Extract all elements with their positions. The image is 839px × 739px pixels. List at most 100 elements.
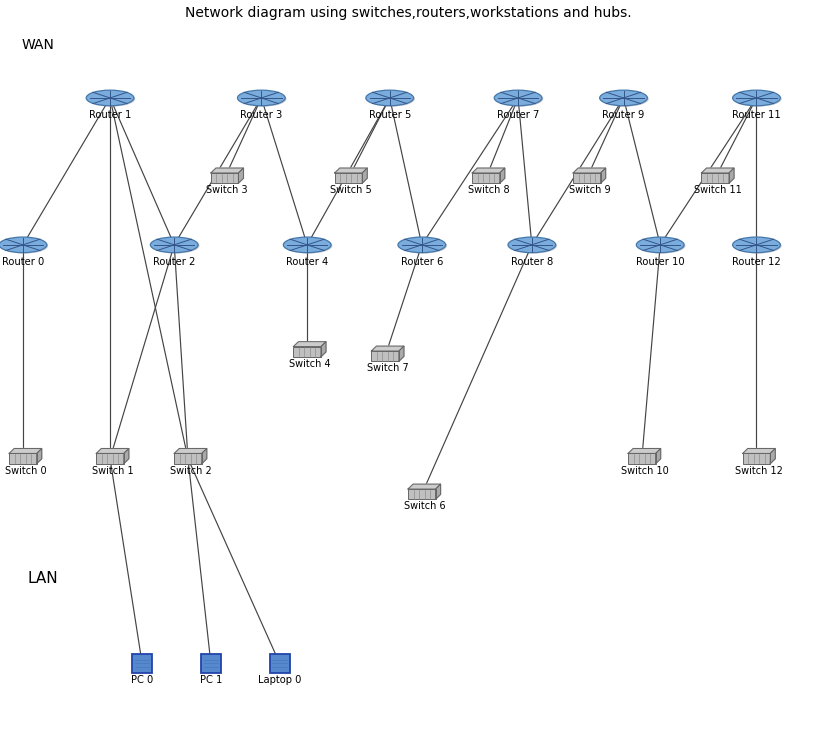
Ellipse shape <box>732 90 780 106</box>
Text: Router 0: Router 0 <box>2 257 44 267</box>
Polygon shape <box>601 168 606 183</box>
Polygon shape <box>9 449 42 454</box>
Polygon shape <box>500 168 505 183</box>
Text: Router 4: Router 4 <box>286 257 328 267</box>
Text: Switch 5: Switch 5 <box>330 185 372 195</box>
Polygon shape <box>701 173 729 183</box>
Polygon shape <box>472 173 500 183</box>
Text: Router 1: Router 1 <box>89 110 131 120</box>
Ellipse shape <box>86 90 134 106</box>
Polygon shape <box>294 341 326 347</box>
Text: Switch 7: Switch 7 <box>367 364 409 373</box>
Ellipse shape <box>601 91 649 106</box>
FancyBboxPatch shape <box>269 653 289 673</box>
FancyBboxPatch shape <box>201 653 221 673</box>
Text: Router 10: Router 10 <box>636 257 685 267</box>
Polygon shape <box>743 449 775 454</box>
Text: Switch 1: Switch 1 <box>91 466 133 476</box>
Ellipse shape <box>367 91 415 106</box>
Polygon shape <box>211 168 243 173</box>
Ellipse shape <box>1 238 48 253</box>
Text: Switch 6: Switch 6 <box>404 502 446 511</box>
Ellipse shape <box>87 91 135 106</box>
Text: Laptop 0: Laptop 0 <box>258 675 301 685</box>
Ellipse shape <box>0 237 47 253</box>
Text: LAN: LAN <box>28 571 58 586</box>
Polygon shape <box>372 346 404 351</box>
Polygon shape <box>201 449 206 463</box>
Ellipse shape <box>734 91 782 106</box>
Text: Router 11: Router 11 <box>732 110 781 120</box>
Text: Switch 4: Switch 4 <box>289 359 331 369</box>
Polygon shape <box>628 449 660 454</box>
Polygon shape <box>238 168 243 183</box>
Text: Router 3: Router 3 <box>240 110 283 120</box>
Polygon shape <box>729 168 734 183</box>
Polygon shape <box>372 351 399 361</box>
Text: Switch 3: Switch 3 <box>206 185 248 195</box>
Ellipse shape <box>398 237 446 253</box>
Polygon shape <box>96 454 124 463</box>
Ellipse shape <box>399 238 447 253</box>
Polygon shape <box>743 454 770 463</box>
Polygon shape <box>472 168 505 173</box>
Polygon shape <box>321 341 326 357</box>
Text: PC 0: PC 0 <box>131 675 154 685</box>
Text: WAN: WAN <box>21 38 54 52</box>
Polygon shape <box>573 173 601 183</box>
Text: Switch 8: Switch 8 <box>467 185 509 195</box>
Ellipse shape <box>509 238 557 253</box>
FancyBboxPatch shape <box>132 653 152 673</box>
Ellipse shape <box>732 237 780 253</box>
Text: Switch 0: Switch 0 <box>5 466 46 476</box>
Ellipse shape <box>284 238 332 253</box>
Polygon shape <box>770 449 775 463</box>
Polygon shape <box>408 489 435 500</box>
Polygon shape <box>211 173 238 183</box>
Text: Switch 2: Switch 2 <box>169 466 211 476</box>
Polygon shape <box>175 454 201 463</box>
Ellipse shape <box>150 237 198 253</box>
Ellipse shape <box>152 238 200 253</box>
Ellipse shape <box>508 237 555 253</box>
Polygon shape <box>96 449 129 454</box>
Text: Router 7: Router 7 <box>497 110 539 120</box>
Text: Switch 11: Switch 11 <box>694 185 742 195</box>
Polygon shape <box>175 449 206 454</box>
Text: Router 9: Router 9 <box>602 110 644 120</box>
Text: Router 6: Router 6 <box>400 257 443 267</box>
Polygon shape <box>294 347 321 357</box>
Polygon shape <box>573 168 606 173</box>
Polygon shape <box>9 454 37 463</box>
Polygon shape <box>435 484 440 500</box>
Polygon shape <box>628 454 655 463</box>
Ellipse shape <box>638 238 685 253</box>
Text: Switch 10: Switch 10 <box>621 466 668 476</box>
Text: Network diagram using switches,routers,workstations and hubs.: Network diagram using switches,routers,w… <box>185 7 632 21</box>
Ellipse shape <box>636 237 684 253</box>
Ellipse shape <box>239 91 287 106</box>
Text: PC 1: PC 1 <box>200 675 222 685</box>
Text: Router 12: Router 12 <box>732 257 781 267</box>
Ellipse shape <box>496 91 544 106</box>
Polygon shape <box>37 449 42 463</box>
Polygon shape <box>655 449 660 463</box>
Ellipse shape <box>494 90 542 106</box>
Ellipse shape <box>237 90 285 106</box>
Polygon shape <box>362 168 367 183</box>
Polygon shape <box>701 168 734 173</box>
Text: Switch 12: Switch 12 <box>735 466 783 476</box>
Ellipse shape <box>734 238 782 253</box>
Ellipse shape <box>600 90 648 106</box>
Text: Switch 9: Switch 9 <box>569 185 610 195</box>
Text: Router 8: Router 8 <box>511 257 553 267</box>
Text: Router 5: Router 5 <box>368 110 411 120</box>
Polygon shape <box>124 449 129 463</box>
Polygon shape <box>335 168 367 173</box>
Ellipse shape <box>366 90 414 106</box>
Polygon shape <box>408 484 440 489</box>
Text: Router 2: Router 2 <box>153 257 195 267</box>
Polygon shape <box>335 173 362 183</box>
Ellipse shape <box>284 237 331 253</box>
Polygon shape <box>399 346 404 361</box>
